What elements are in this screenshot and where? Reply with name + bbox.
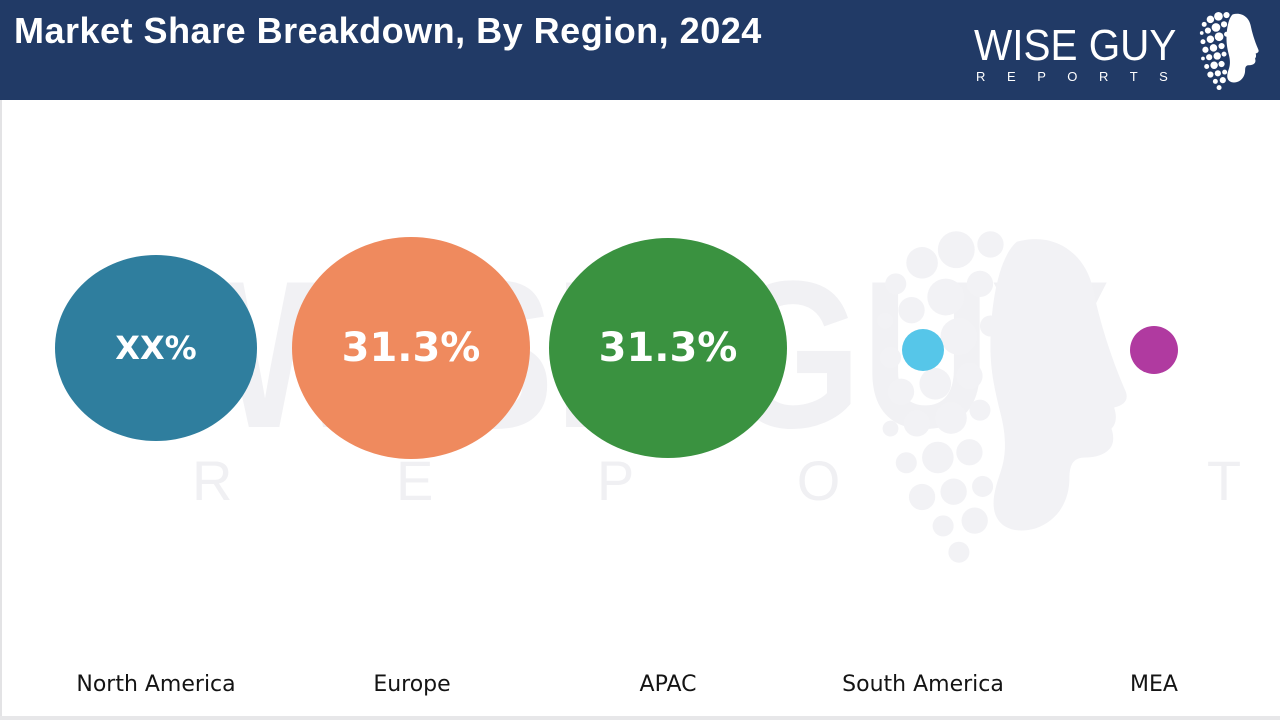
brand-name: WISE GUY [973, 21, 1177, 70]
category-label-north-america: North America [76, 672, 236, 697]
bubble-value-label: 31.3% [598, 325, 738, 371]
bubble-south-america [902, 329, 944, 371]
brand-wordmark: WISE GUY R E P O R T S [973, 21, 1194, 85]
bubble-apac: 31.3% [549, 238, 787, 458]
category-label-south-america: South America [842, 672, 1004, 697]
bubble-value-label: 31.3% [341, 325, 481, 371]
chart-area: WISE GUY R E P O R T S XX% 31.3% 31.3% N… [0, 100, 1280, 720]
brand-logo: WISE GUY R E P O R T S [974, 4, 1266, 96]
brand-head-icon [1198, 10, 1260, 92]
category-label-mea: MEA [1130, 672, 1178, 697]
bubble-value-label: XX% [115, 329, 197, 367]
bubble-north-america: XX% [55, 255, 257, 441]
bottom-border [0, 716, 1280, 720]
page-title: Market Share Breakdown, By Region, 2024 [14, 10, 762, 51]
header: Market Share Breakdown, By Region, 2024 … [0, 0, 1280, 100]
category-label-europe: Europe [373, 672, 451, 697]
watermark-reports: R E P O R T S [192, 449, 1280, 512]
watermark-head-icon [830, 226, 1172, 568]
bubble-europe: 31.3% [292, 237, 530, 459]
bubble-mea [1130, 326, 1178, 374]
brand-subname: R E P O R T S [975, 69, 1177, 84]
category-label-apac: APAC [639, 672, 697, 697]
